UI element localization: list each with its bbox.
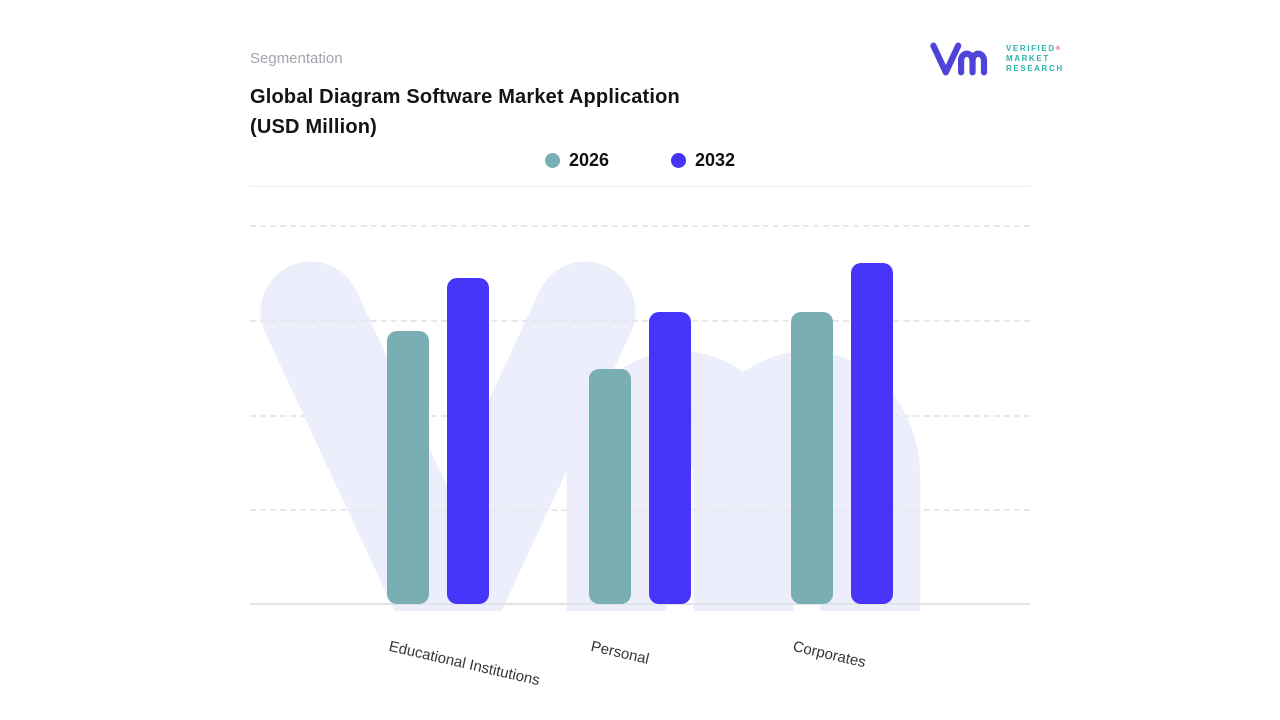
vmr-logo-mark-icon [930, 42, 988, 76]
vmr-logo: VERIFIED® MARKET RESEARCH [928, 38, 1064, 80]
bar-2032-educational-institutions [447, 278, 489, 604]
x-axis-line [250, 603, 1030, 605]
gridline [250, 414, 1030, 417]
bar-2026-corporates [791, 312, 833, 604]
bar-2026-personal [589, 369, 631, 604]
chart-title: Global Diagram Software Market Applicati… [250, 82, 680, 142]
legend-item-2026: 2026 [544, 150, 609, 171]
bar-2032-corporates [851, 263, 893, 604]
legend-item-2032: 2032 [671, 150, 735, 171]
chart-title-line2: (USD Million) [250, 116, 378, 138]
category-label-educational-institutions: Educational Institutions [387, 638, 542, 690]
category-label-personal: Personal [589, 638, 651, 668]
plot-area: Educational Institutions Personal Corporat… [250, 225, 1030, 689]
bar-2032-personal [649, 312, 691, 604]
watermark [250, 225, 1030, 611]
legend-label-2032: 2032 [695, 150, 736, 170]
legend-separator [250, 186, 1030, 187]
registered-mark: ® [1055, 46, 1061, 52]
category-label-corporates: Corporates [791, 638, 868, 672]
gridline [250, 225, 1030, 227]
legend-label-2026: 2026 [568, 150, 609, 170]
vmr-logo-text: VERIFIED® MARKET RESEARCH [1006, 44, 1064, 73]
watermark-vm-icon [260, 261, 921, 611]
legend-dot-2032 [671, 153, 686, 168]
legend-dot-2026 [544, 153, 560, 168]
legend: 2026 2032 [250, 150, 1030, 171]
bar-2026-educational-institutions [387, 331, 429, 604]
gridline [250, 509, 1030, 512]
chart-title-line1: Global Diagram Software Market Applicati… [250, 86, 680, 108]
gridline [250, 319, 1030, 322]
segmentation-label: Segmentation [250, 50, 343, 67]
